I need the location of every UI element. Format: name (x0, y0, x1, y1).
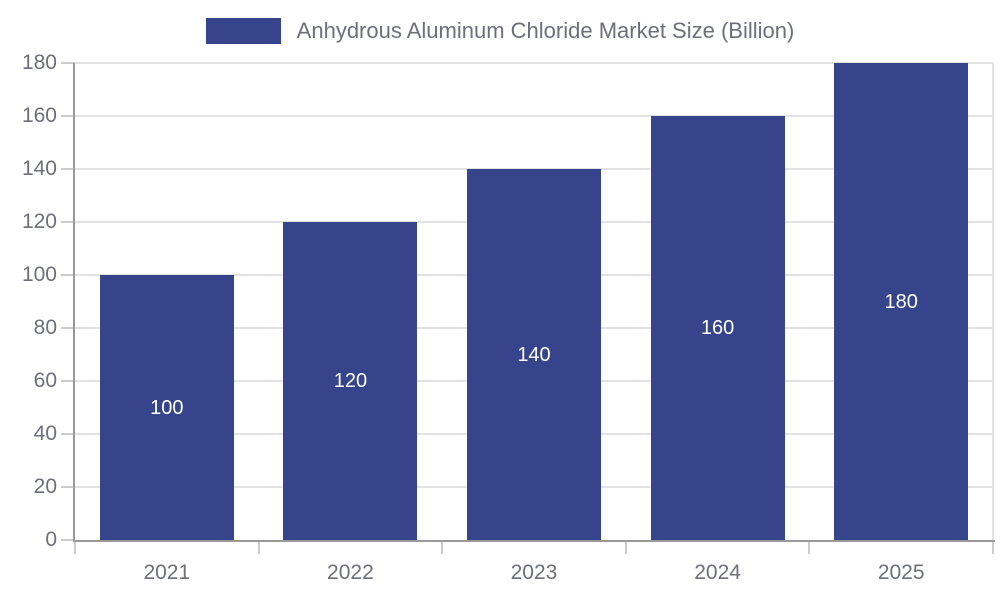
y-axis-label: 60 (33, 369, 57, 392)
x-axis-line (73, 540, 995, 542)
gridline (75, 115, 993, 117)
x-axis-tick (624, 542, 627, 554)
y-axis-tick (61, 221, 75, 223)
legend-swatch[interactable] (205, 17, 281, 44)
bar[interactable] (283, 222, 418, 540)
y-axis-label: 40 (33, 422, 57, 445)
x-axis-tick (808, 542, 811, 554)
x-axis-tick (74, 542, 76, 554)
bar-value-label: 120 (333, 370, 368, 392)
y-axis-tick (61, 168, 75, 170)
y-axis-tick (61, 433, 75, 435)
bar-value-label: 180 (884, 290, 918, 313)
x-axis-label: 2022 (327, 561, 374, 584)
bar[interactable] (834, 63, 969, 540)
y-axis-tick (61, 115, 75, 117)
x-axis-label: 2025 (877, 561, 925, 584)
bar-value-label: 140 (517, 343, 551, 366)
bar[interactable] (99, 275, 234, 540)
y-axis-tick (61, 539, 75, 541)
legend-label[interactable]: Anhydrous Aluminum Chloride Market Size … (296, 18, 795, 43)
y-axis-tick (61, 486, 75, 488)
bar[interactable] (650, 116, 785, 540)
y-axis-tick (61, 274, 75, 276)
y-axis-line (73, 63, 75, 542)
y-axis-label: 120 (21, 210, 57, 233)
x-axis-tick (257, 542, 260, 554)
bar-value-label: 160 (700, 317, 735, 339)
x-axis-label: 2023 (510, 561, 558, 584)
x-axis-label: 2021 (143, 561, 191, 584)
legend: Anhydrous Aluminum Chloride Market Size … (0, 17, 1000, 44)
x-axis-tick (992, 542, 994, 554)
y-axis-label: 80 (33, 316, 57, 339)
y-axis-tick (61, 62, 75, 64)
bar[interactable] (467, 169, 601, 540)
y-axis-tick (61, 327, 75, 329)
y-axis-label: 100 (21, 263, 57, 286)
plot-right-border (992, 63, 994, 540)
y-axis-label: 20 (33, 475, 57, 498)
gridline (75, 62, 993, 64)
y-axis-label: 0 (45, 528, 57, 551)
y-axis-label: 160 (21, 104, 57, 127)
bar-value-label: 100 (150, 396, 184, 419)
y-axis-label: 180 (21, 51, 57, 74)
x-axis-tick (441, 542, 444, 554)
y-axis-tick (61, 380, 75, 382)
x-axis-label: 2024 (694, 561, 741, 584)
y-axis-label: 140 (21, 157, 57, 180)
